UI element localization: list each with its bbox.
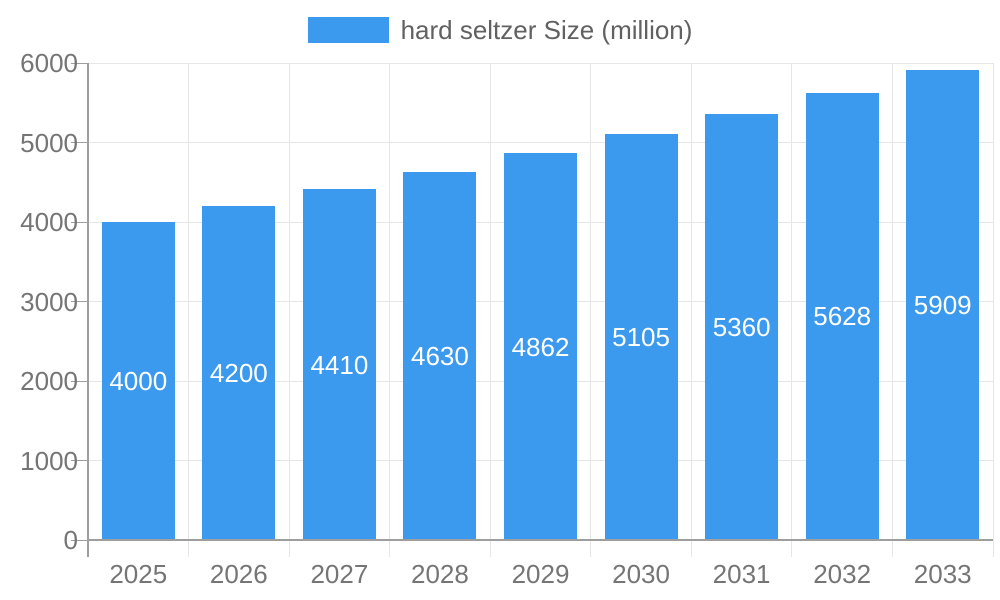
x-gridline [992, 63, 994, 557]
y-tick [71, 460, 88, 461]
bar-value-label: 4200 [209, 358, 268, 389]
y-axis-line [87, 63, 89, 557]
legend: hard seltzer Size (million) [0, 17, 1000, 43]
y-tick [71, 380, 88, 382]
bar-value-label: 4000 [109, 366, 168, 396]
y-tick-label: 2000 [20, 366, 78, 396]
x-gridline [690, 63, 692, 557]
x-tick-label: 2033 [913, 559, 972, 589]
bar-value-label: 5628 [813, 301, 872, 332]
bar-2025[interactable] [101, 222, 175, 540]
bar-value-label: 4410 [310, 349, 369, 380]
x-tick-label: 2025 [109, 559, 168, 589]
x-axis-line [88, 539, 993, 541]
legend-swatch [307, 17, 389, 43]
bar-value-label: 5105 [612, 322, 670, 353]
y-tick [71, 142, 88, 143]
x-tick-label: 2026 [209, 559, 268, 589]
x-gridline [590, 63, 592, 557]
y-gridline [88, 142, 993, 143]
x-gridline [791, 63, 793, 557]
x-tick-label: 2029 [511, 559, 570, 589]
bar-value-label: 5909 [913, 290, 972, 321]
x-gridline [188, 63, 190, 557]
bar-2029[interactable] [504, 153, 577, 540]
bar-value-label: 4630 [411, 340, 469, 371]
x-tick-label: 2027 [310, 559, 369, 589]
bar-2032[interactable] [805, 92, 879, 540]
bar-value-label: 5360 [712, 311, 771, 342]
bar-2027[interactable] [302, 189, 376, 540]
bar-2026[interactable] [202, 206, 276, 540]
y-tick-label: 3000 [20, 286, 78, 317]
x-gridline [891, 63, 893, 557]
x-tick-label: 2030 [612, 559, 670, 589]
y-tick-label: 0 [63, 525, 78, 555]
legend-label: hard seltzer Size (million) [400, 15, 693, 45]
y-tick [71, 221, 88, 223]
y-gridline [88, 62, 993, 64]
x-tick-label: 2031 [712, 559, 771, 589]
y-tick-label: 4000 [20, 207, 78, 237]
x-tick-label: 2028 [411, 559, 469, 589]
y-tick [71, 539, 88, 541]
y-tick-label: 1000 [20, 445, 78, 476]
bar-2028[interactable] [403, 171, 477, 540]
bar-2030[interactable] [604, 134, 678, 540]
bar-2033[interactable] [906, 70, 980, 540]
y-tick-label: 5000 [20, 127, 78, 158]
x-gridline [389, 63, 391, 557]
bar-2031[interactable] [705, 113, 779, 540]
x-gridline [489, 63, 491, 557]
x-gridline [288, 63, 290, 557]
y-tick [71, 62, 88, 64]
y-tick-label: 6000 [20, 48, 78, 78]
bar-value-label: 4862 [511, 331, 570, 362]
x-tick-label: 2032 [813, 559, 872, 589]
y-tick [71, 301, 88, 302]
